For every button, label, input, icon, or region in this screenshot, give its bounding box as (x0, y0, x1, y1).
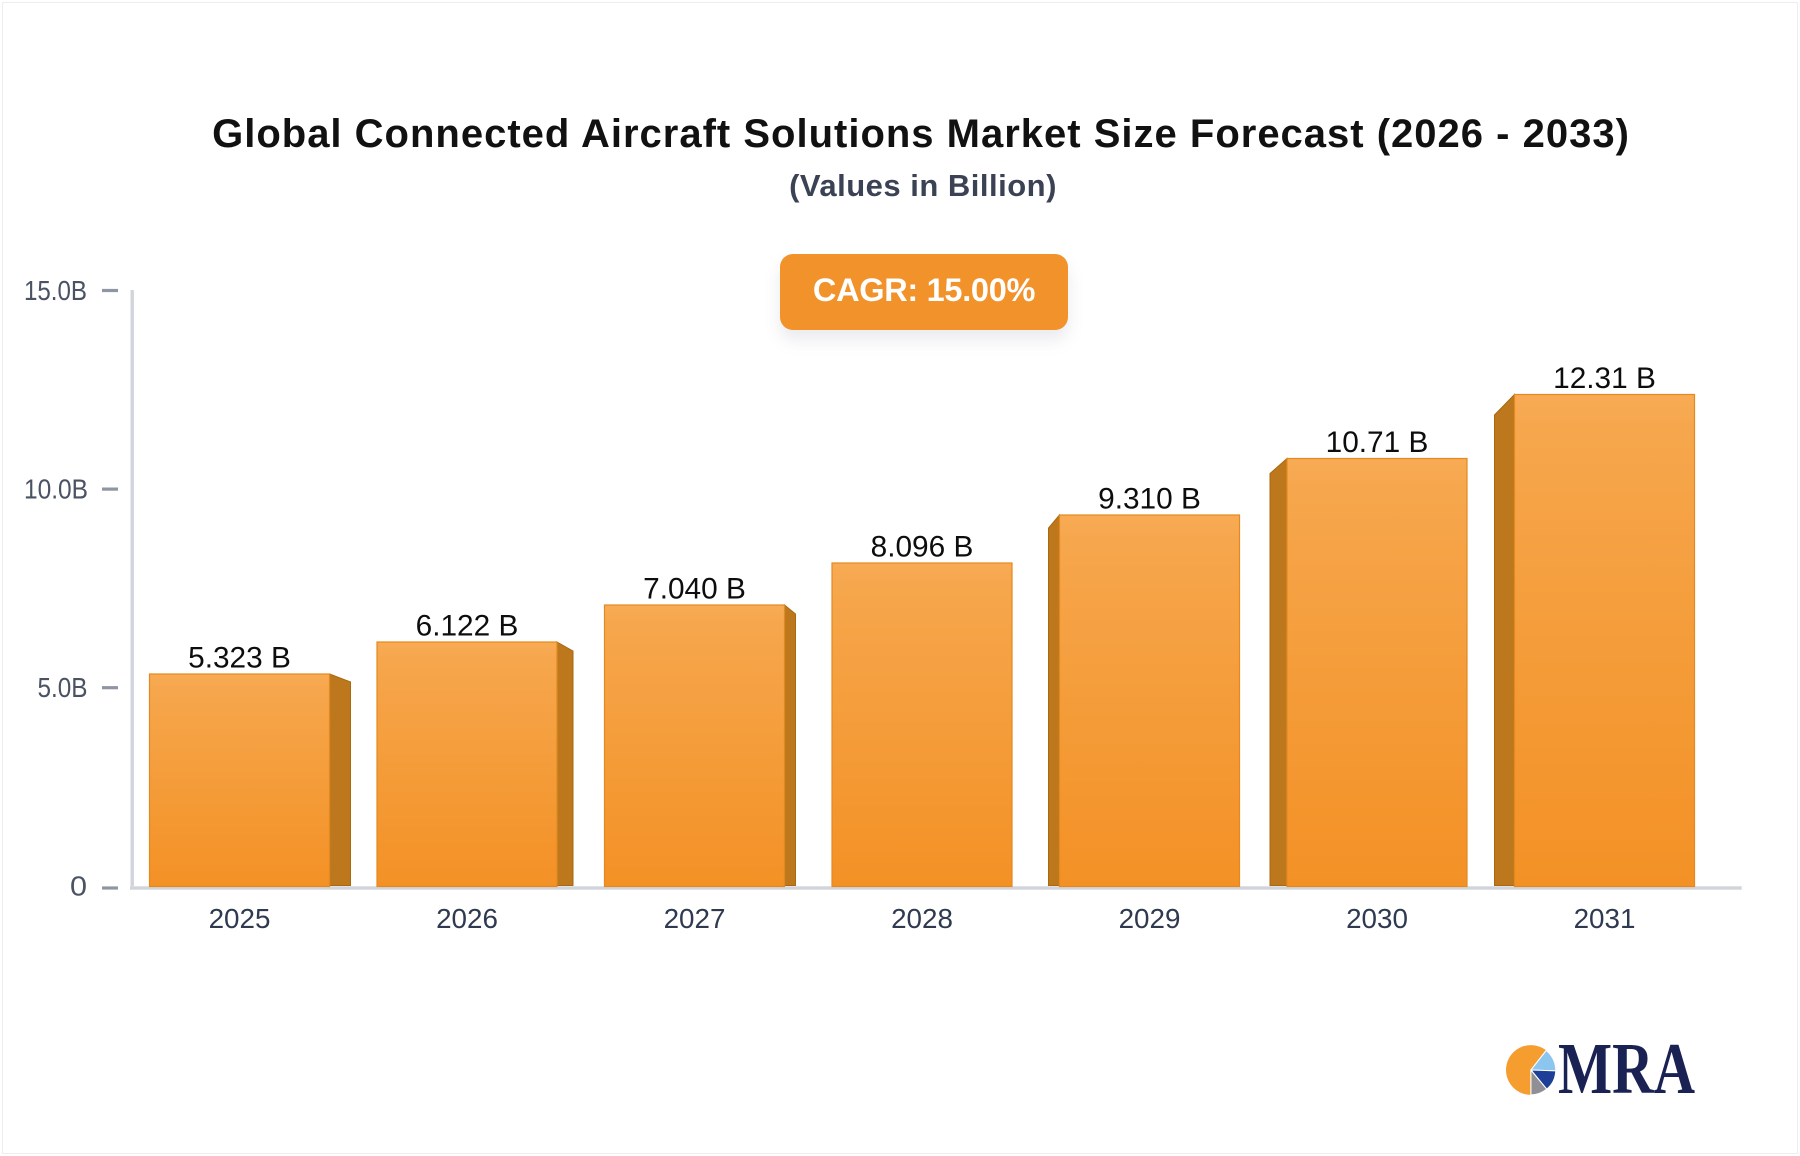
svg-text:2027: 2027 (664, 903, 726, 934)
svg-text:5.0B: 5.0B (38, 672, 88, 703)
svg-text:5.323 B: 5.323 B (188, 641, 291, 674)
svg-text:MRA: MRA (1558, 1028, 1695, 1109)
svg-text:2031: 2031 (1574, 903, 1636, 934)
svg-text:10.0B: 10.0B (24, 474, 88, 505)
svg-text:2025: 2025 (209, 903, 271, 934)
svg-text:9.310 B: 9.310 B (1098, 482, 1201, 515)
svg-text:2028: 2028 (891, 903, 953, 934)
svg-text:2026: 2026 (436, 903, 498, 934)
svg-text:2029: 2029 (1119, 903, 1181, 934)
svg-text:12.31 B: 12.31 B (1553, 362, 1656, 395)
svg-text:2030: 2030 (1346, 903, 1408, 934)
svg-text:0: 0 (70, 871, 87, 902)
svg-text:10.71 B: 10.71 B (1326, 426, 1429, 459)
svg-text:15.0B: 15.0B (24, 275, 87, 306)
svg-text:8.096 B: 8.096 B (871, 530, 974, 563)
svg-text:6.122 B: 6.122 B (416, 609, 519, 642)
svg-text:7.040 B: 7.040 B (643, 572, 746, 605)
